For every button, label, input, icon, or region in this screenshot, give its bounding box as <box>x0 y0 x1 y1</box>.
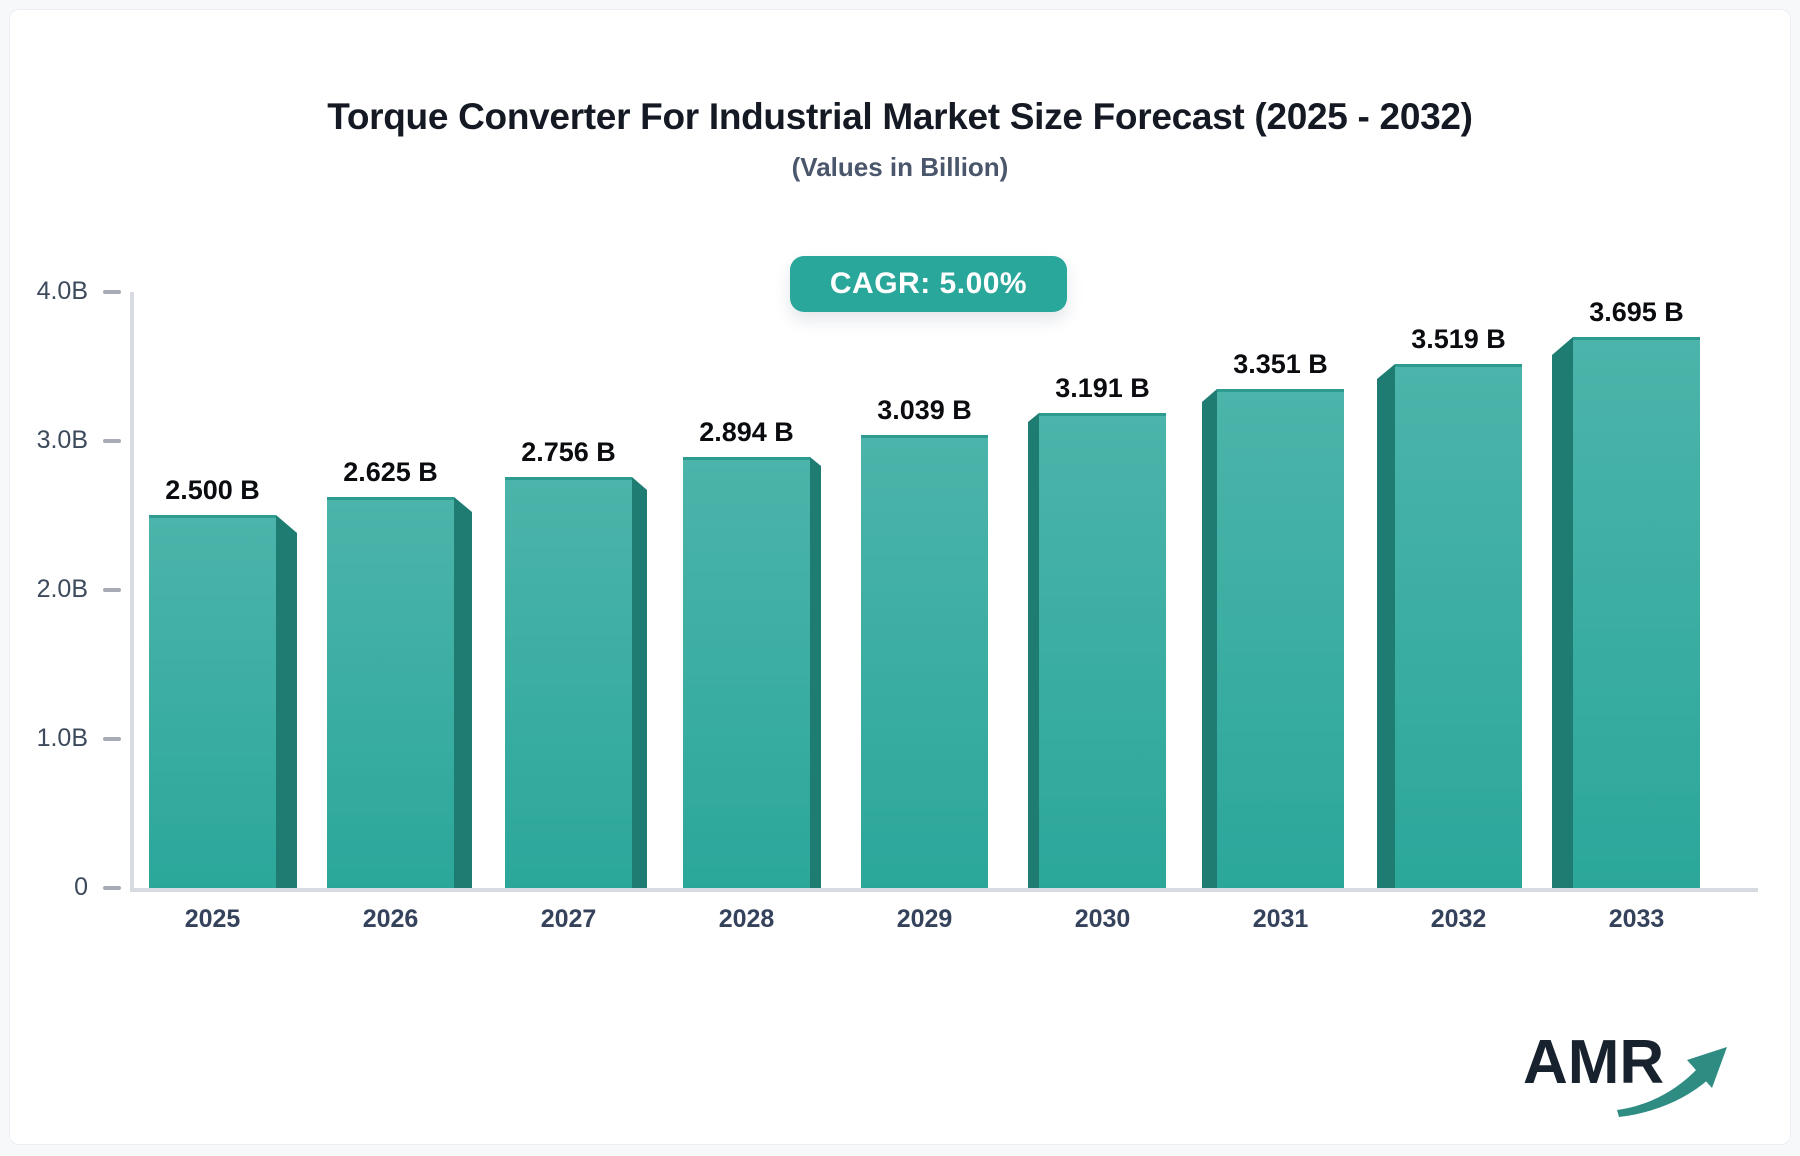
bar-3d-side <box>1552 337 1573 888</box>
bar-face <box>1573 337 1700 888</box>
cagr-badge: CAGR: 5.00% <box>790 256 1067 312</box>
x-axis-category-label: 2030 <box>1074 905 1131 933</box>
bar-2025 <box>149 515 297 888</box>
bar-face <box>1395 364 1522 888</box>
chart-card: Torque Converter For Industrial Market S… <box>9 9 1791 1145</box>
y-tick-label: 3.0B <box>36 426 88 454</box>
y-tick-label: 1.0B <box>36 724 88 752</box>
bar-face <box>1217 389 1344 888</box>
x-axis-category-label: 2031 <box>1252 905 1309 933</box>
x-axis-category-label: 2029 <box>896 905 953 933</box>
bar-chart-plot-area: 0 1.0B 2.0B 3.0B 4.0B 2.500 B 2025 2.625 B 2026 2… <box>10 10 1790 1144</box>
bar-2030 <box>1028 413 1166 888</box>
bar-3d-side <box>454 497 472 888</box>
bar-3d-side <box>632 477 647 888</box>
y-tick-mark <box>103 439 121 443</box>
x-axis-category-label: 2033 <box>1608 905 1665 933</box>
bar-2033 <box>1552 337 1700 888</box>
bar-2027 <box>505 477 647 888</box>
x-axis-baseline <box>130 888 1758 892</box>
bar-value-label: 3.039 B <box>877 395 972 425</box>
bar-2031 <box>1202 389 1344 888</box>
bar-3d-side <box>810 457 821 888</box>
bar-2032 <box>1377 364 1522 888</box>
x-axis-category-label: 2028 <box>718 905 775 933</box>
x-axis-category-label: 2025 <box>184 905 241 933</box>
bar-2026 <box>327 497 472 888</box>
bar-face <box>861 435 988 888</box>
amr-logo-text: AMR <box>1523 1028 1665 1097</box>
chart-title: Torque Converter For Industrial Market S… <box>327 96 1473 137</box>
bar-3d-side <box>276 515 297 888</box>
chart-subtitle: (Values in Billion) <box>791 152 1009 182</box>
cagr-badge-label: CAGR: 5.00% <box>829 267 1028 300</box>
bar-value-label: 3.519 B <box>1411 324 1506 354</box>
y-axis-line <box>130 292 134 892</box>
y-tick-mark <box>103 886 121 890</box>
y-tick-label: 0 <box>74 873 88 901</box>
bar-2028 <box>683 457 821 888</box>
y-tick-mark <box>103 588 121 592</box>
bar-face <box>149 515 276 888</box>
bar-3d-side <box>1377 364 1395 888</box>
y-tick-mark <box>103 290 121 294</box>
bar-value-label: 2.500 B <box>165 475 260 505</box>
x-axis-category-label: 2026 <box>362 905 419 933</box>
bar-face <box>683 457 810 888</box>
y-tick-mark <box>103 737 121 741</box>
bar-face <box>327 497 454 888</box>
x-axis-category-label: 2027 <box>540 905 597 933</box>
y-tick-label: 2.0B <box>36 575 88 603</box>
bar-2029 <box>861 435 988 888</box>
bar-value-label: 2.756 B <box>521 437 616 467</box>
bar-value-label: 2.894 B <box>699 417 794 447</box>
bar-value-label: 3.351 B <box>1233 349 1328 379</box>
bar-value-label: 2.625 B <box>343 457 438 487</box>
bar-3d-side <box>1028 413 1039 888</box>
x-axis-category-label: 2032 <box>1430 905 1487 933</box>
growth-arrow-icon <box>1617 1047 1727 1117</box>
bar-value-label: 3.191 B <box>1055 373 1150 403</box>
bar-face <box>505 477 632 888</box>
bar-face <box>1039 413 1166 888</box>
bar-3d-side <box>1202 389 1217 888</box>
amr-logo: AMR <box>1523 1028 1753 1120</box>
bar-value-label: 3.695 B <box>1589 297 1684 327</box>
y-tick-label: 4.0B <box>36 277 88 305</box>
